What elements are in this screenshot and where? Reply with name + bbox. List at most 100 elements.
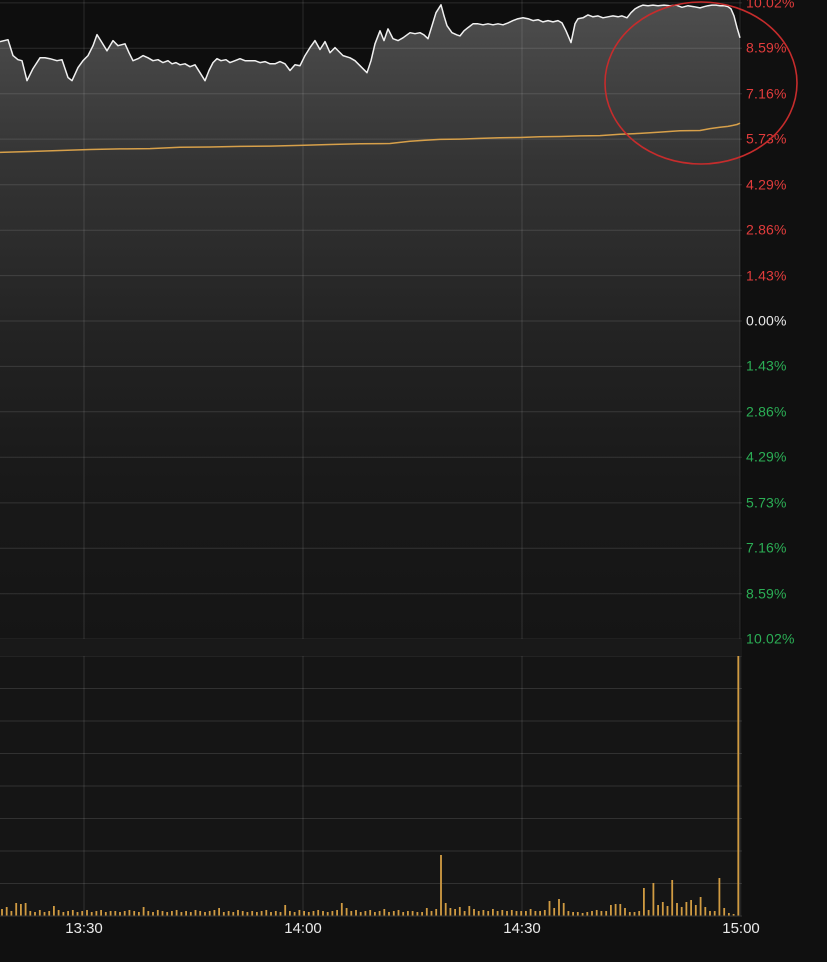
volume-bar xyxy=(29,911,32,916)
volume-bar xyxy=(128,910,131,916)
volume-bar xyxy=(152,912,154,916)
volume-pane-bg xyxy=(0,656,742,917)
volume-bar xyxy=(685,902,688,916)
volume-bar xyxy=(364,911,367,916)
volume-bar xyxy=(614,904,617,916)
volume-bar xyxy=(374,912,376,916)
volume-bar xyxy=(156,910,159,916)
volume-bar xyxy=(407,911,409,916)
volume-bar xyxy=(694,905,697,916)
volume-bar xyxy=(24,903,27,916)
volume-bar xyxy=(76,912,79,916)
volume-bar xyxy=(449,908,452,916)
volume-bars xyxy=(1,656,740,916)
volume-bar xyxy=(1,909,3,916)
volume-bar xyxy=(543,910,546,916)
volume-bar xyxy=(369,910,372,916)
y-axis-label: 2.86% xyxy=(746,403,787,420)
volume-bar xyxy=(114,911,117,916)
volume-bar xyxy=(298,910,301,916)
volume-bar xyxy=(671,880,674,916)
volume-bar xyxy=(567,911,570,916)
volume-bar xyxy=(5,907,8,916)
volume-bar xyxy=(704,907,707,916)
volume-bar xyxy=(142,907,145,916)
y-axis-label: 2.86% xyxy=(746,221,787,238)
volume-bar xyxy=(222,912,225,916)
volume-bar xyxy=(529,909,532,916)
y-axis-label: 4.29% xyxy=(746,176,787,193)
volume-bar xyxy=(680,907,683,916)
y-axis-label: 4.29% xyxy=(746,448,787,465)
volume-bar xyxy=(227,911,230,916)
volume-bar xyxy=(713,911,716,916)
y-axis-label: 8.59% xyxy=(746,585,787,602)
volume-bar xyxy=(553,908,556,916)
volume-bar xyxy=(458,907,461,916)
volume-bar xyxy=(147,911,150,916)
volume-bar xyxy=(435,909,438,916)
volume-bar xyxy=(340,903,343,916)
volume-bar xyxy=(251,911,254,916)
volume-bar xyxy=(303,911,305,916)
volume-bar xyxy=(95,911,98,916)
volume-bar xyxy=(539,911,541,916)
price-chart-pane[interactable] xyxy=(0,0,742,639)
volume-bar xyxy=(100,910,102,916)
volume-bar xyxy=(581,913,584,916)
volume-bar xyxy=(322,911,324,916)
volume-bar xyxy=(307,912,310,916)
volume-bar xyxy=(515,911,518,916)
pane-divider xyxy=(0,639,742,656)
volume-bar xyxy=(10,911,13,916)
time-label: 13:30 xyxy=(65,920,103,937)
volume-bar xyxy=(86,910,88,916)
volume-bar xyxy=(274,911,277,916)
volume-bar xyxy=(421,912,423,916)
volume-bar xyxy=(666,906,669,916)
volume-bar xyxy=(185,911,187,916)
volume-bar xyxy=(388,912,390,916)
volume-bar xyxy=(506,911,508,916)
volume-bar xyxy=(34,912,36,916)
volume-bar xyxy=(723,908,726,916)
volume-bar xyxy=(496,911,499,916)
volume-bar xyxy=(595,910,598,916)
volume-bar xyxy=(402,912,405,916)
volume-bar xyxy=(732,914,735,916)
y-axis-label: 5.73% xyxy=(746,130,787,147)
volume-bar xyxy=(586,912,589,916)
volume-bar xyxy=(175,910,178,916)
y-axis-label: 10.02% xyxy=(746,0,795,11)
volume-chart-pane[interactable] xyxy=(0,656,742,917)
volume-bar xyxy=(737,656,740,916)
y-axis-label: 5.73% xyxy=(746,494,787,511)
volume-bar xyxy=(218,908,220,916)
volume-bar xyxy=(43,912,46,916)
volume-bar xyxy=(392,911,395,916)
volume-bar xyxy=(345,908,348,916)
volume-bar xyxy=(265,910,268,916)
volume-bar xyxy=(425,908,428,916)
volume-bar xyxy=(676,903,678,916)
volume-bar xyxy=(558,899,560,916)
volume-bar xyxy=(284,905,287,916)
volume-bar xyxy=(246,912,249,916)
volume-bar xyxy=(633,912,636,916)
time-label: 14:30 xyxy=(503,920,541,937)
y-axis-label: 1.43% xyxy=(746,357,787,374)
volume-bar xyxy=(610,905,612,916)
volume-bar xyxy=(71,910,74,916)
volume-bar xyxy=(161,911,164,916)
volume-bar xyxy=(520,911,523,916)
volume-bar xyxy=(359,912,362,916)
y-axis-label: 10.02% xyxy=(746,630,795,647)
volume-bar xyxy=(548,901,551,916)
volume-bar xyxy=(468,906,471,916)
volume-bar xyxy=(67,911,69,916)
volume-bar xyxy=(289,911,291,916)
volume-bar xyxy=(189,912,192,916)
volume-bar xyxy=(194,910,197,916)
volume-bar xyxy=(591,911,593,916)
